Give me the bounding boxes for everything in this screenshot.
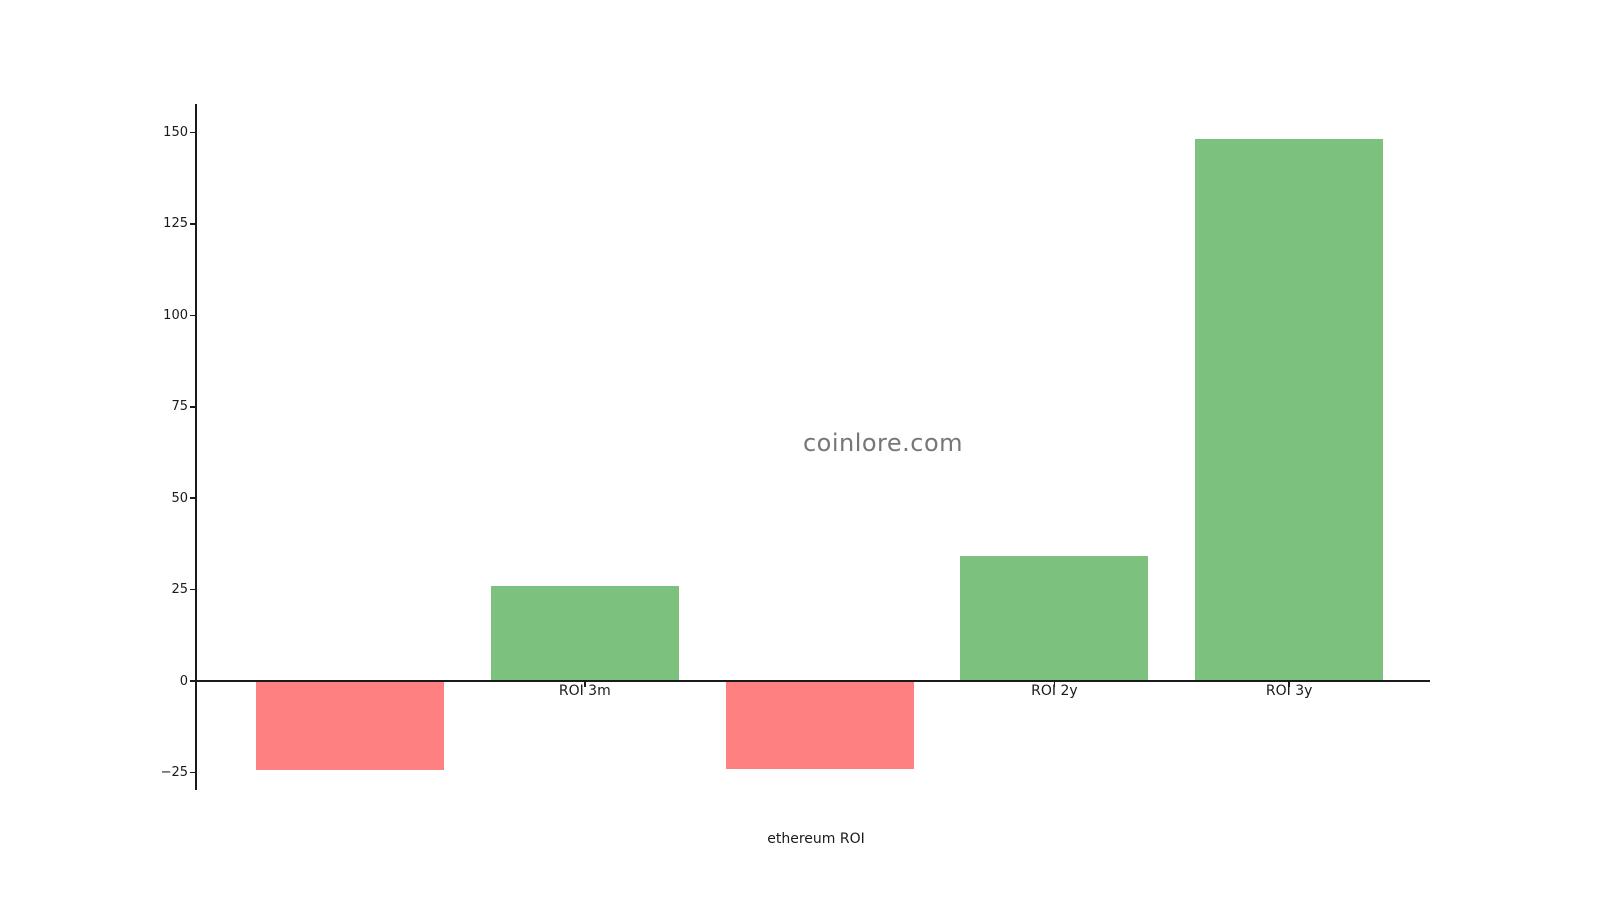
y-tick-label: 25 [171,582,188,598]
y-tick-mark [190,680,196,682]
x-tick-label: ROI 3y [1265,683,1313,699]
y-tick-mark [190,406,196,408]
roi-bar [256,682,444,771]
y-tick-mark [190,131,196,134]
x-axis-zero-line [196,680,1430,682]
watermark: coinlore.com [802,429,964,457]
y-tick-label: 150 [163,125,188,141]
roi-bar [1195,139,1384,681]
x-tick-mark [1053,681,1056,687]
y-tick-label: 75 [171,399,188,415]
x-axis-title: ethereum ROI [767,831,865,847]
y-tick-label: 125 [163,216,188,232]
y-tick-mark [190,223,196,225]
x-tick-mark [1288,681,1290,687]
x-tick-mark [584,681,586,687]
y-tick-mark [190,497,196,499]
y-tick-mark [190,314,196,317]
y-tick-mark [190,588,196,591]
x-tick-label: ROI 3m [558,683,611,699]
roi-bar [960,555,1149,681]
y-tick-label: 100 [163,307,188,323]
y-tick-mark [190,771,196,774]
roi-bar [725,682,914,770]
y-axis-spine [195,104,197,790]
x-tick-label: ROI 2y [1031,683,1078,699]
roi-bar [490,585,679,681]
y-tick-label: 0 [179,673,188,689]
y-tick-label: 50 [171,490,188,506]
y-tick-label: −25 [160,764,188,780]
